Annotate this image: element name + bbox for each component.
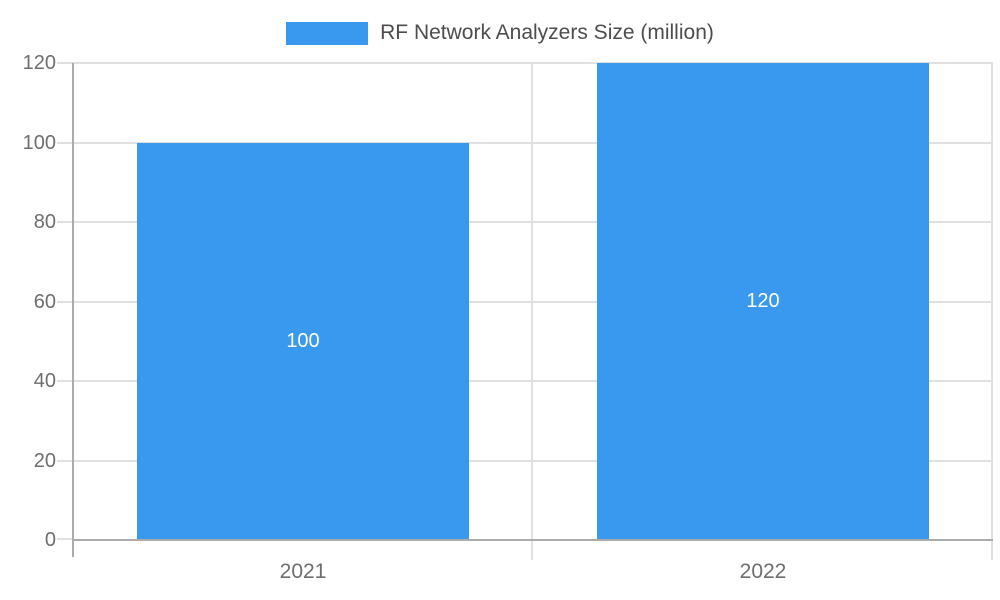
- y-tick-label: 100: [22, 131, 56, 154]
- y-tick-label: 80: [33, 211, 56, 233]
- y-tick-label: 60: [33, 290, 56, 313]
- x-axis-line: [73, 539, 993, 541]
- y-tick-label: 20: [33, 449, 56, 472]
- gridline: [57, 62, 993, 64]
- gridline: [57, 459, 993, 462]
- bar-value-label: 120: [746, 290, 780, 312]
- gridline-vertical: [991, 63, 993, 560]
- gridline: [57, 141, 993, 144]
- legend-swatch: [286, 21, 369, 45]
- gridline: [57, 221, 993, 223]
- gridline-vertical: [531, 63, 533, 560]
- y-tick-label: 0: [44, 529, 56, 551]
- plot-area: 100 120: [57, 62, 993, 560]
- x-tick-label: 2022: [739, 560, 787, 583]
- bar: 120: [597, 63, 929, 540]
- x-tick-label: 2021: [279, 560, 327, 583]
- chart-legend: RF Network Analyzers Size (million): [0, 21, 1000, 45]
- bar: 100: [137, 142, 469, 540]
- y-tick-mark: [57, 538, 73, 540]
- gridline: [57, 300, 993, 303]
- gridline: [57, 380, 993, 382]
- y-tick-label: 120: [22, 52, 56, 74]
- y-tick-label: 40: [33, 370, 56, 392]
- legend-label: RF Network Analyzers Size (million): [380, 21, 714, 44]
- bar-value-label: 100: [286, 329, 320, 352]
- y-axis-line: [72, 63, 74, 557]
